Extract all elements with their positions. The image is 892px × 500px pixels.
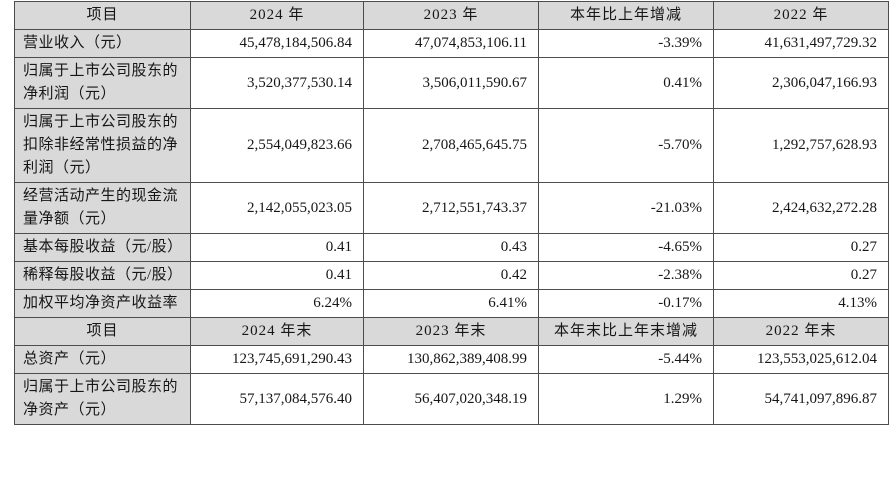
cell-value: 57,137,084,576.40: [190, 373, 364, 425]
column-header: 项目: [14, 1, 191, 30]
cell-value: 41,631,497,729.32: [713, 29, 889, 58]
cell-value: 45,478,184,506.84: [190, 29, 364, 58]
cell-value: 123,553,025,612.04: [713, 345, 889, 374]
cell-value: 3,506,011,590.67: [363, 57, 539, 109]
column-header: 2023 年: [363, 1, 539, 30]
column-header: 2023 年末: [363, 317, 539, 346]
cell-value: 0.27: [713, 261, 889, 290]
cell-value: 2,712,551,743.37: [363, 182, 539, 234]
row-label: 经营活动产生的现金流量净额（元）: [14, 182, 191, 234]
cell-value: 2,554,049,823.66: [190, 108, 364, 183]
column-header: 本年末比上年末增减: [538, 317, 714, 346]
column-header: 2022 年末: [713, 317, 889, 346]
row-label: 加权平均净资产收益率: [14, 289, 191, 318]
table-row: 归属于上市公司股东的净资产（元） 57,137,084,576.40 56,407,…: [14, 373, 889, 425]
cell-value: -4.65%: [538, 233, 714, 262]
cell-value: 0.41: [190, 233, 364, 262]
row-label: 营业收入（元）: [14, 29, 191, 58]
yearend-section: 项目 2024 年末 2023 年末 本年末比上年末增减 2022 年末 总资产（元） 12…: [14, 317, 889, 425]
table-row: 加权平均净资产收益率 6.24% 6.41% -0.17% 4.13%: [14, 289, 889, 318]
cell-value: -0.17%: [538, 289, 714, 318]
table-row: 基本每股收益（元/股） 0.41 0.43 -4.65% 0.27: [14, 233, 889, 262]
header-row: 项目 2024 年末 2023 年末 本年末比上年末增减 2022 年末: [14, 317, 889, 346]
row-label: 总资产（元）: [14, 345, 191, 374]
cell-value: 130,862,389,408.99: [363, 345, 539, 374]
cell-value: -5.44%: [538, 345, 714, 374]
row-label: 稀释每股收益（元/股）: [14, 261, 191, 290]
table-row: 总资产（元） 123,745,691,290.43 130,862,389,408.…: [14, 345, 889, 374]
table-row: 稀释每股收益（元/股） 0.41 0.42 -2.38% 0.27: [14, 261, 889, 290]
cell-value: 2,306,047,166.93: [713, 57, 889, 109]
cell-value: 123,745,691,290.43: [190, 345, 364, 374]
column-header: 2022 年: [713, 1, 889, 30]
row-label: 基本每股收益（元/股）: [14, 233, 191, 262]
cell-value: 4.13%: [713, 289, 889, 318]
table-row: 归属于上市公司股东的净利润（元） 3,520,377,530.14 3,506,01…: [14, 57, 889, 109]
header-row: 项目 2024 年 2023 年本年比上年增减 2022 年: [14, 1, 889, 30]
table-row: 归属于上市公司股东的扣除非经常性损益的净利润（元） 2,554,049,823.6…: [14, 108, 889, 183]
annual-section: 项目 2024 年 2023 年本年比上年增减 2022 年营业收入（元） 45,478…: [14, 1, 889, 318]
cell-value: 6.41%: [363, 289, 539, 318]
key-financials-table: 项目 2024 年 2023 年本年比上年增减 2022 年营业收入（元） 45,478…: [14, 1, 889, 425]
column-header: 项目: [14, 317, 191, 346]
cell-value: 1,292,757,628.93: [713, 108, 889, 183]
cell-value: 2,142,055,023.05: [190, 182, 364, 234]
cell-value: 56,407,020,348.19: [363, 373, 539, 425]
column-header: 本年比上年增减: [538, 1, 714, 30]
row-label: 归属于上市公司股东的扣除非经常性损益的净利润（元）: [14, 108, 191, 183]
cell-value: 2,424,632,272.28: [713, 182, 889, 234]
cell-value: 0.27: [713, 233, 889, 262]
column-header: 2024 年末: [190, 317, 364, 346]
column-header: 2024 年: [190, 1, 364, 30]
cell-value: 2,708,465,645.75: [363, 108, 539, 183]
cell-value: -3.39%: [538, 29, 714, 58]
cell-value: 0.42: [363, 261, 539, 290]
table-row: 经营活动产生的现金流量净额（元） 2,142,055,023.05 2,712,55…: [14, 182, 889, 234]
cell-value: -5.70%: [538, 108, 714, 183]
row-label: 归属于上市公司股东的净资产（元）: [14, 373, 191, 425]
row-label: 归属于上市公司股东的净利润（元）: [14, 57, 191, 109]
financial-summary-table: 项目 2024 年 2023 年本年比上年增减 2022 年营业收入（元） 45,478…: [14, 1, 889, 425]
cell-value: 47,074,853,106.11: [363, 29, 539, 58]
cell-value: 0.41%: [538, 57, 714, 109]
cell-value: 3,520,377,530.14: [190, 57, 364, 109]
cell-value: 1.29%: [538, 373, 714, 425]
cell-value: 0.43: [363, 233, 539, 262]
cell-value: -2.38%: [538, 261, 714, 290]
cell-value: 0.41: [190, 261, 364, 290]
cell-value: 6.24%: [190, 289, 364, 318]
cell-value: 54,741,097,896.87: [713, 373, 889, 425]
table-row: 营业收入（元） 45,478,184,506.84 47,074,853,106.1…: [14, 29, 889, 58]
cell-value: -21.03%: [538, 182, 714, 234]
